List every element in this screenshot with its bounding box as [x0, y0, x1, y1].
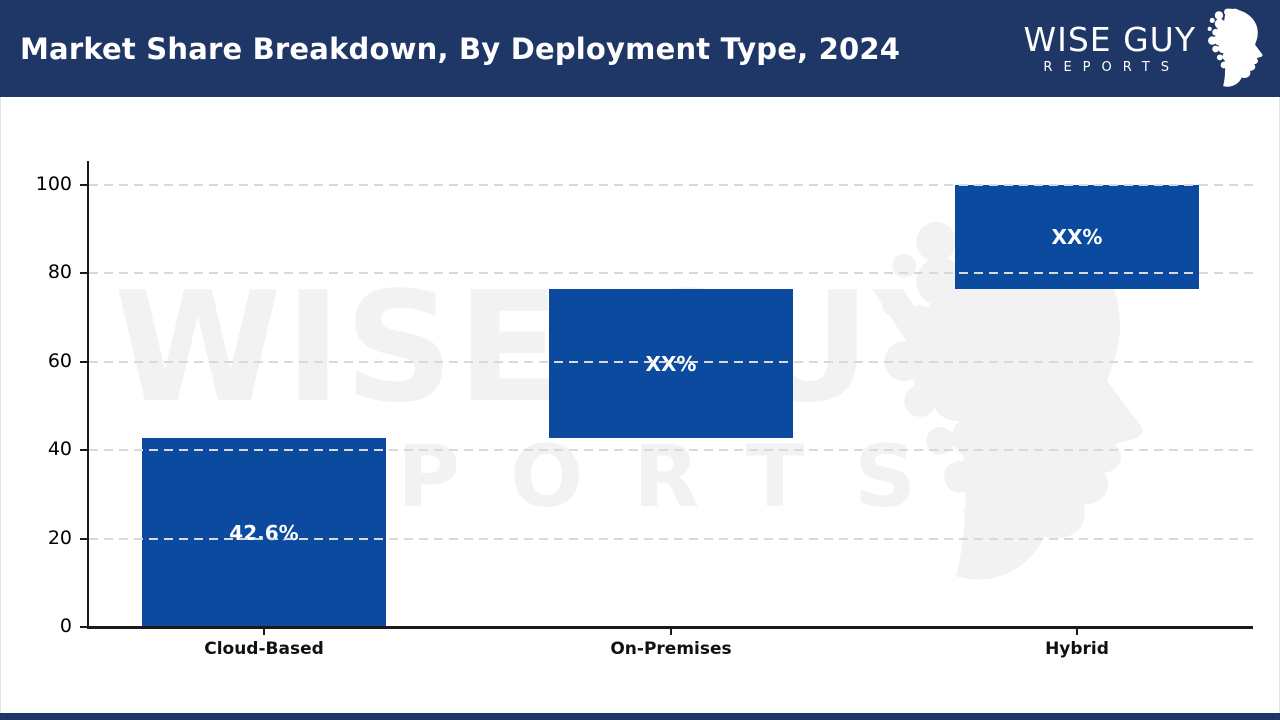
y-tick-40: [80, 449, 89, 451]
y-tick-label-40: 40: [47, 438, 72, 460]
y-tick-label-60: 60: [47, 349, 72, 372]
bar-on-premises: XX%: [549, 289, 793, 439]
x-tick-hybrid: [1076, 627, 1078, 635]
bar-value-label-cloud-based: 42.6%: [229, 520, 299, 545]
x-axis-label-cloud-based: Cloud-Based: [204, 639, 324, 659]
y-tick-100: [80, 183, 89, 186]
page-title: Market Share Breakdown, By Deployment Ty…: [20, 31, 901, 66]
y-tick-label-80: 80: [47, 261, 72, 283]
gridline-80: [89, 272, 1253, 274]
x-axis-label-hybrid: Hybrid: [1045, 639, 1109, 659]
x-tick-on-premises: [670, 627, 672, 635]
watermark-wordmark: WISE GUY: [114, 259, 987, 436]
logo-subtext: REPORTS: [1043, 60, 1181, 75]
y-tick-label-100: 100: [35, 172, 72, 195]
y-tick-60: [80, 360, 89, 363]
bar-cloud-based: 42.6%: [142, 438, 386, 627]
gridline-60: [89, 360, 1253, 363]
bar-hybrid: XX%: [955, 184, 1199, 290]
x-axis-line: [87, 626, 1253, 629]
logo-text: WISE GUY REPORTS: [1023, 23, 1196, 74]
bar-value-label-hybrid: XX%: [1051, 224, 1103, 249]
bar-value-label-on-premises: XX%: [645, 351, 697, 376]
gridline-20: [89, 537, 1253, 540]
header-bar: Market Share Breakdown, By Deployment Ty…: [0, 0, 1280, 97]
x-axis-label-on-premises: On-Premises: [610, 639, 732, 659]
y-tick-label-20: 20: [47, 526, 72, 549]
footer-bar: [0, 713, 1280, 720]
gridline-40: [89, 449, 1253, 451]
logo: WISE GUY REPORTS: [1023, 7, 1266, 91]
y-tick-label-0: 0: [59, 615, 72, 637]
gridline-100: [89, 183, 1253, 186]
y-tick-80: [80, 272, 89, 274]
y-tick-0: [80, 626, 89, 628]
x-tick-cloud-based: [263, 627, 265, 635]
logo-wordmark: WISE GUY: [1023, 20, 1196, 59]
y-tick-20: [80, 537, 89, 540]
y-axis-line: [87, 161, 89, 629]
